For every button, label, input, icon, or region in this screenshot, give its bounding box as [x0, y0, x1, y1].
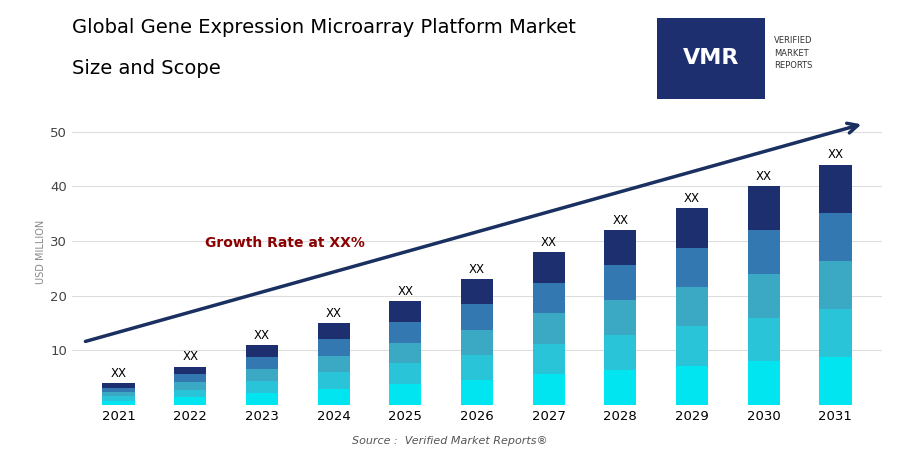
Bar	[533, 252, 565, 283]
Bar	[174, 390, 206, 397]
Bar	[604, 335, 636, 370]
Bar	[174, 397, 206, 405]
Text: XX: XX	[397, 285, 413, 298]
Bar	[461, 279, 493, 305]
Text: Global Gene Expression Microarray Platform Market: Global Gene Expression Microarray Platfo…	[72, 18, 576, 37]
Bar	[748, 230, 780, 274]
Bar	[318, 339, 350, 356]
Bar	[174, 367, 206, 374]
Bar	[533, 283, 565, 313]
Bar	[819, 309, 851, 357]
Bar	[604, 230, 636, 265]
Bar	[174, 374, 206, 382]
Text: VMR: VMR	[683, 49, 739, 68]
Bar	[604, 370, 636, 405]
Bar	[676, 366, 708, 405]
Text: Size and Scope: Size and Scope	[72, 58, 220, 77]
Bar	[389, 364, 421, 384]
Text: XX: XX	[684, 192, 700, 205]
Bar	[819, 213, 851, 261]
Bar	[748, 361, 780, 405]
Text: Source :  Verified Market Reports®: Source : Verified Market Reports®	[352, 436, 548, 446]
Bar	[389, 301, 421, 322]
Bar	[819, 357, 851, 405]
Bar	[533, 374, 565, 405]
Bar	[461, 329, 493, 355]
Bar	[533, 344, 565, 374]
Bar	[389, 322, 421, 343]
Bar	[604, 265, 636, 300]
Bar	[318, 372, 350, 389]
Bar	[246, 345, 278, 357]
Bar	[103, 400, 135, 405]
Text: XX: XX	[254, 328, 270, 342]
Bar	[676, 326, 708, 366]
Text: XX: XX	[827, 148, 843, 161]
Bar	[676, 208, 708, 248]
Bar	[533, 313, 565, 344]
Text: XX: XX	[541, 236, 557, 249]
Text: XX: XX	[183, 351, 198, 364]
Text: XX: XX	[612, 214, 628, 227]
Bar	[103, 396, 135, 400]
Bar	[246, 393, 278, 405]
Bar	[461, 305, 493, 329]
Bar	[748, 186, 780, 230]
Bar	[246, 357, 278, 369]
Text: VERIFIED
MARKET
REPORTS: VERIFIED MARKET REPORTS	[774, 36, 813, 70]
Bar	[103, 387, 135, 392]
Bar	[103, 383, 135, 387]
Bar	[819, 261, 851, 309]
Bar	[174, 382, 206, 390]
Text: XX: XX	[326, 307, 342, 320]
Bar	[676, 248, 708, 287]
Bar	[389, 343, 421, 364]
Y-axis label: USD MILLION: USD MILLION	[36, 220, 46, 284]
Bar	[318, 389, 350, 405]
Bar	[748, 318, 780, 361]
Bar	[676, 287, 708, 326]
Text: Growth Rate at XX%: Growth Rate at XX%	[204, 235, 364, 250]
Text: XX: XX	[111, 367, 127, 380]
Text: XX: XX	[469, 263, 485, 276]
Bar	[389, 384, 421, 405]
Bar	[748, 274, 780, 318]
Bar	[604, 300, 636, 335]
Bar	[819, 165, 851, 213]
Bar	[246, 369, 278, 381]
Bar	[246, 381, 278, 393]
Bar	[103, 392, 135, 396]
Bar	[318, 323, 350, 339]
Text: XX: XX	[756, 170, 771, 183]
Bar	[461, 380, 493, 405]
Bar	[461, 355, 493, 380]
Bar	[318, 356, 350, 372]
